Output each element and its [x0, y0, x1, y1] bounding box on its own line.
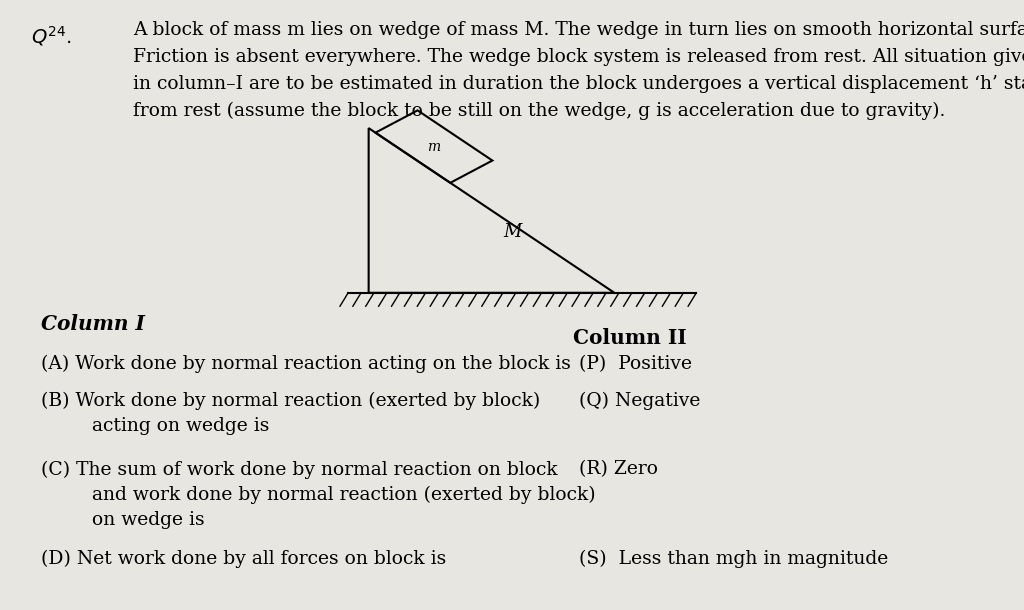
Text: on wedge is: on wedge is — [92, 511, 205, 529]
Text: acting on wedge is: acting on wedge is — [92, 417, 269, 436]
Text: m: m — [427, 140, 440, 154]
Text: in column–I are to be estimated in duration the block undergoes a vertical displ: in column–I are to be estimated in durat… — [133, 75, 1024, 93]
Text: Friction is absent everywhere. The wedge block system is released from rest. All: Friction is absent everywhere. The wedge… — [133, 48, 1024, 66]
Text: (P)  Positive: (P) Positive — [579, 355, 691, 373]
Text: (A) Work done by normal reaction acting on the block is: (A) Work done by normal reaction acting … — [41, 355, 570, 373]
Text: (S)  Less than mgh in magnitude: (S) Less than mgh in magnitude — [579, 550, 888, 569]
Text: Column I: Column I — [41, 314, 144, 334]
Text: and work done by normal reaction (exerted by block): and work done by normal reaction (exerte… — [92, 486, 596, 504]
Text: (Q) Negative: (Q) Negative — [579, 392, 700, 410]
Text: M: M — [503, 223, 521, 241]
Text: (R) Zero: (R) Zero — [579, 461, 657, 479]
Text: $Q^{24}.$: $Q^{24}.$ — [31, 24, 72, 48]
Text: (B) Work done by normal reaction (exerted by block): (B) Work done by normal reaction (exerte… — [41, 392, 541, 410]
Text: A block of mass m lies on wedge of mass M. The wedge in turn lies on smooth hori: A block of mass m lies on wedge of mass … — [133, 21, 1024, 40]
Text: Column II: Column II — [573, 328, 687, 348]
Text: (C) The sum of work done by normal reaction on block: (C) The sum of work done by normal react… — [41, 461, 558, 479]
Text: (D) Net work done by all forces on block is: (D) Net work done by all forces on block… — [41, 550, 446, 569]
Text: from rest (assume the block to be still on the wedge, g is acceleration due to g: from rest (assume the block to be still … — [133, 102, 945, 120]
